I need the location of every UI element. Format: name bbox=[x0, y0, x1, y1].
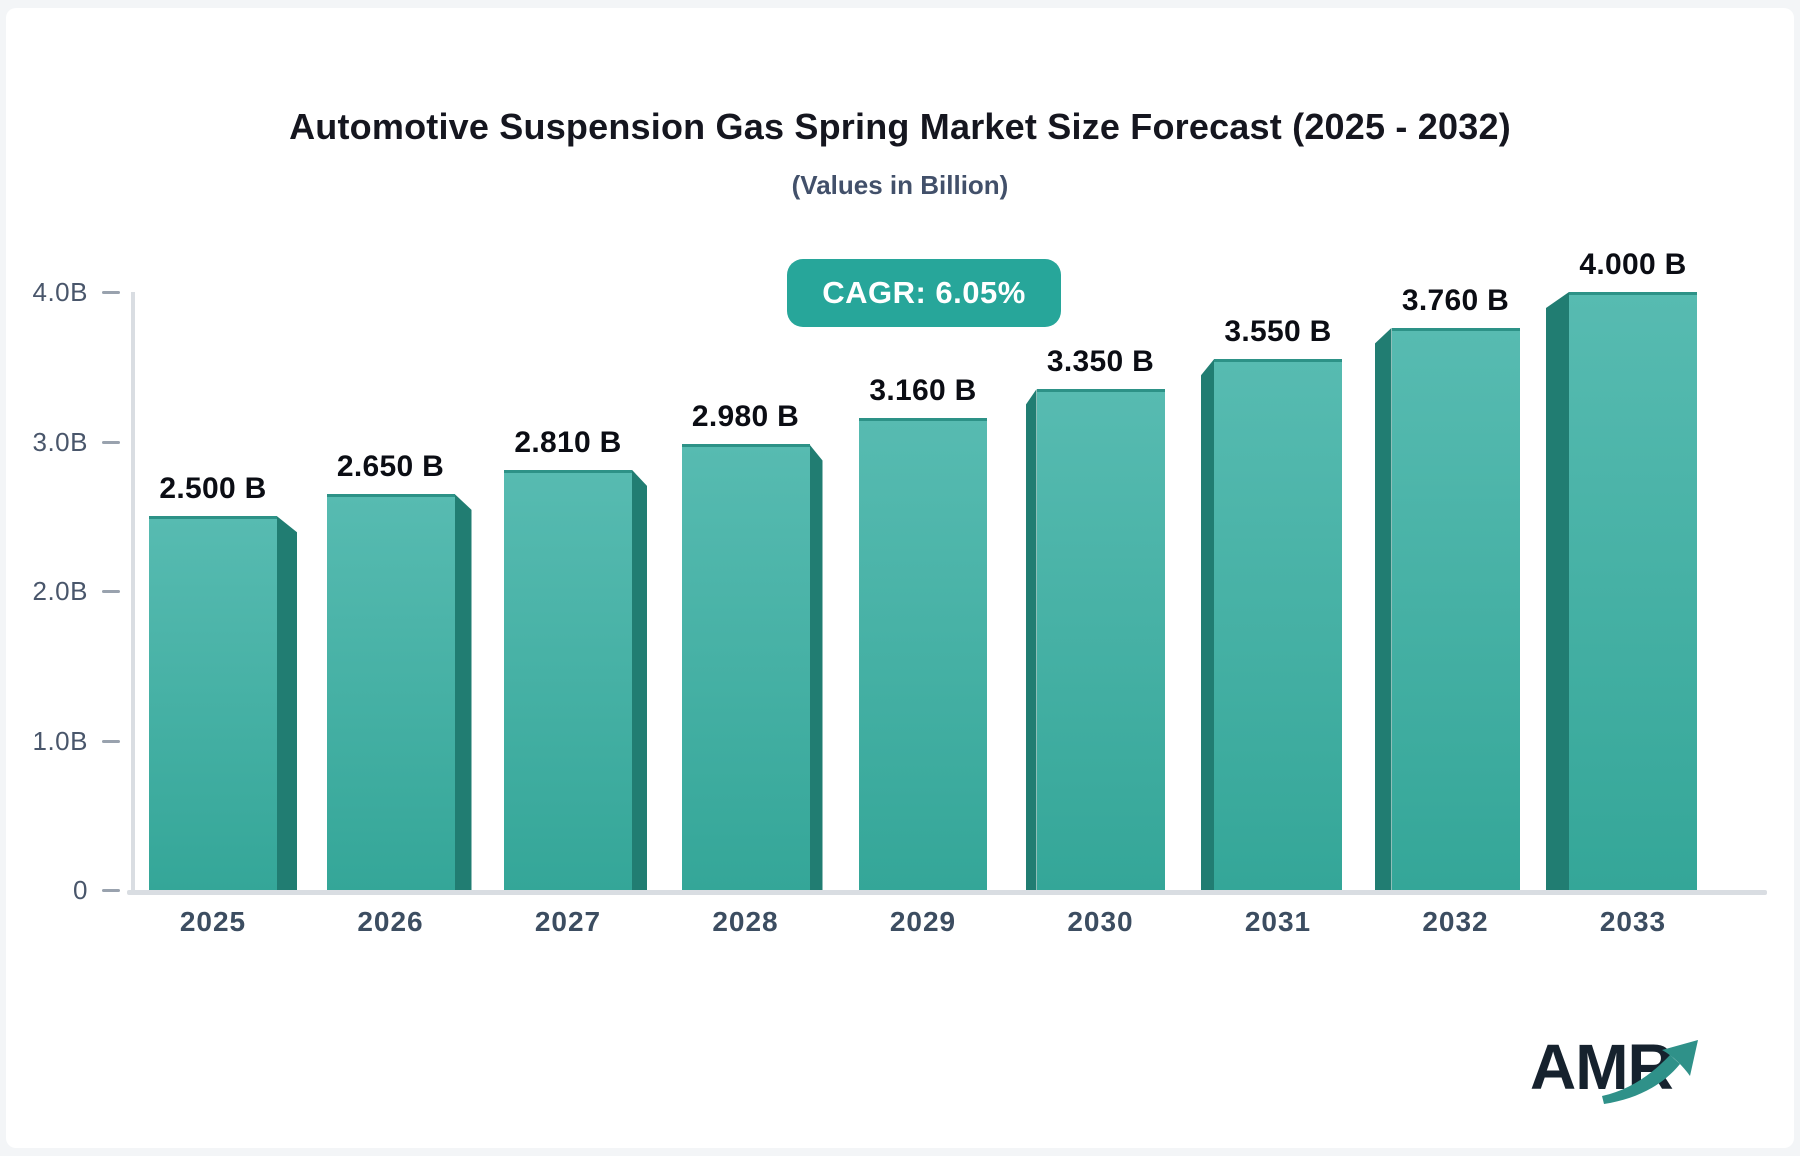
bar-value-label: 4.000 B bbox=[1579, 248, 1687, 281]
y-axis-tick-label: 1.0B bbox=[32, 725, 88, 756]
bar bbox=[326, 493, 455, 894]
chart-plot-area: 4.0B 3.0B 2.0B 1.0B 0 2.500 B 2025 2.650 B 2026 2… bbox=[6, 8, 1794, 1148]
bar-3d-side bbox=[809, 444, 823, 890]
y-axis-tick-mark bbox=[102, 440, 120, 444]
bar bbox=[1214, 359, 1342, 894]
bar-value-label: 2.500 B bbox=[159, 472, 267, 506]
bar-value-label: 3.350 B bbox=[1046, 345, 1155, 379]
y-axis-tick-mark bbox=[102, 739, 120, 743]
amr-logo: AMR bbox=[1530, 1030, 1730, 1120]
bar bbox=[504, 469, 632, 894]
page-subtitle: (Values in Billion) bbox=[791, 170, 1009, 200]
bar-3d-side bbox=[1374, 327, 1392, 890]
bar bbox=[149, 516, 277, 894]
bar bbox=[1569, 292, 1697, 894]
bar-3d-side bbox=[632, 469, 647, 890]
bar-value-label: 3.760 B bbox=[1401, 283, 1510, 317]
bar-3d-side bbox=[1546, 292, 1569, 890]
y-axis-tick-label: 2.0B bbox=[32, 576, 88, 606]
x-axis-baseline bbox=[127, 890, 1767, 895]
chart-card: Automotive Suspension Gas Spring Market … bbox=[6, 8, 1794, 1148]
x-axis-tick-label: 2033 bbox=[1599, 906, 1667, 937]
y-axis-tick-label: 0 bbox=[73, 875, 88, 905]
bar-3d-side bbox=[1025, 389, 1037, 890]
bar-value-label: 2.650 B bbox=[336, 449, 445, 483]
y-axis-tick-label: 4.0B bbox=[32, 277, 88, 307]
bar-3d-side bbox=[277, 516, 297, 890]
cagr-badge: CAGR: 6.05% bbox=[787, 259, 1061, 327]
bar bbox=[1391, 327, 1520, 894]
bar-value-label: 2.810 B bbox=[514, 425, 622, 459]
y-axis-tick-mark bbox=[102, 889, 120, 892]
page-title: Automotive Suspension Gas Spring Market … bbox=[289, 106, 1511, 147]
trending-up-arrow-icon bbox=[1602, 1040, 1698, 1104]
x-axis-tick-label: 2031 bbox=[1244, 906, 1312, 937]
bar bbox=[1036, 389, 1165, 894]
x-axis-tick-label: 2028 bbox=[712, 906, 779, 937]
x-axis-tick-label: 2029 bbox=[889, 906, 957, 937]
x-axis-tick-label: 2025 bbox=[179, 906, 247, 937]
bar-value-label: 2.980 B bbox=[691, 400, 800, 434]
y-axis-tick-mark bbox=[102, 291, 120, 294]
x-axis-tick-label: 2027 bbox=[534, 906, 602, 937]
bar-3d-side bbox=[1201, 359, 1214, 890]
bar-3d-side bbox=[454, 493, 472, 890]
y-axis-tick-mark bbox=[102, 590, 120, 593]
x-axis-tick-label: 2030 bbox=[1067, 906, 1134, 937]
bar bbox=[681, 444, 810, 894]
y-axis-line bbox=[131, 292, 135, 895]
y-axis-tick-label: 3.0B bbox=[32, 426, 88, 457]
x-axis-tick-label: 2026 bbox=[357, 906, 424, 937]
amr-logo-text: AMR bbox=[1530, 1031, 1674, 1103]
bar bbox=[859, 417, 987, 894]
bar-value-label: 3.160 B bbox=[869, 373, 977, 407]
x-axis-tick-label: 2032 bbox=[1422, 906, 1489, 937]
bar-value-label: 3.550 B bbox=[1224, 315, 1332, 349]
